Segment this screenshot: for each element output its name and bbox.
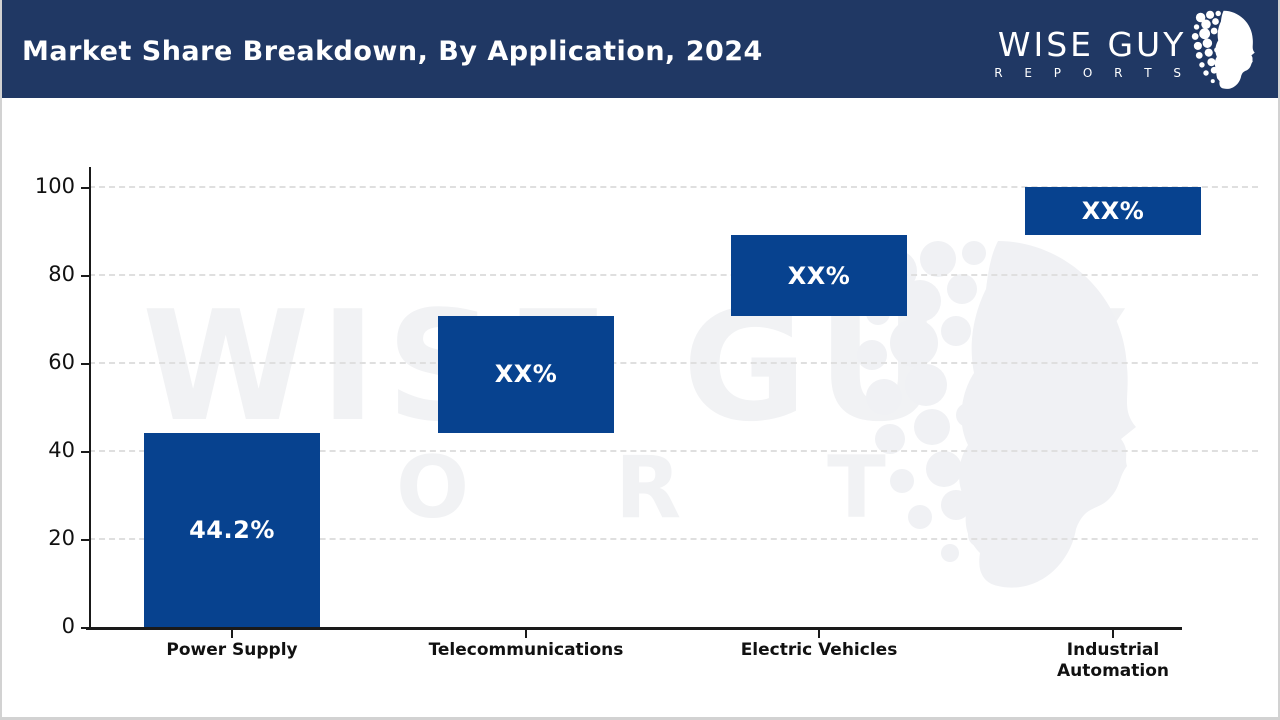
y-tick-label-0: 0 [61, 614, 75, 638]
bar-value-label: XX% [1081, 197, 1145, 226]
x-category-label: Power Supply [166, 640, 298, 660]
y-tick-label-80: 80 [48, 262, 75, 286]
y-tick-label-20: 20 [48, 526, 75, 550]
bar-value-label: XX% [494, 360, 558, 389]
x-tick-4 [1112, 630, 1114, 638]
x-category-label: Industrial Automation [1057, 640, 1169, 682]
y-tick-40 [81, 451, 89, 453]
x-category-label: Electric Vehicles [740, 640, 898, 660]
bar-industrial-automation: XX% [1025, 187, 1201, 236]
gridline-20 [89, 538, 1258, 540]
y-tick-60 [81, 363, 89, 365]
gridline-80 [89, 274, 1258, 276]
logo-wordmark: WISE GUY [997, 24, 1187, 64]
header-band: Market Share Breakdown, By Application, … [2, 0, 1278, 98]
bar-value-label: XX% [787, 261, 851, 290]
bar-power-supply: 44.2% [144, 432, 320, 627]
x-category-label: Telecommunications [428, 640, 624, 660]
logo-subtext: R E P O R T S [994, 65, 1190, 80]
y-tick-20 [81, 539, 89, 541]
brand-logo: WISE GUY R E P O R T S [994, 8, 1268, 96]
chart-area: WISE GU Y P O R T S 0 20 40 60 80 100 44.2% Pow… [2, 98, 1278, 717]
y-tick-label-60: 60 [48, 350, 75, 374]
bar-value-label: 44.2% [189, 515, 275, 544]
x-tick-3 [818, 630, 820, 638]
x-axis [86, 627, 1182, 630]
y-tick-label-100: 100 [34, 174, 75, 198]
y-axis [89, 167, 91, 630]
watermark-head-icon [857, 241, 1136, 588]
bar-electric-vehicles: XX% [731, 235, 907, 317]
x-tick-2 [525, 630, 527, 638]
watermark-wordmark: WISE GU Y [142, 278, 1134, 455]
y-tick-0 [81, 627, 89, 629]
logo-head-icon [1191, 10, 1255, 89]
y-tick-80 [81, 275, 89, 277]
gridline-100 [89, 186, 1258, 188]
brand-logo-text: WISE GUY R E P O R T S [994, 25, 1190, 80]
bar-telecommunications: XX% [438, 316, 614, 433]
y-tick-100 [81, 187, 89, 189]
y-tick-label-40: 40 [48, 438, 75, 462]
page-title: Market Share Breakdown, By Application, … [22, 36, 763, 67]
gridline-40 [89, 450, 1258, 452]
gridline-60 [89, 362, 1258, 364]
x-tick-1 [231, 630, 233, 638]
